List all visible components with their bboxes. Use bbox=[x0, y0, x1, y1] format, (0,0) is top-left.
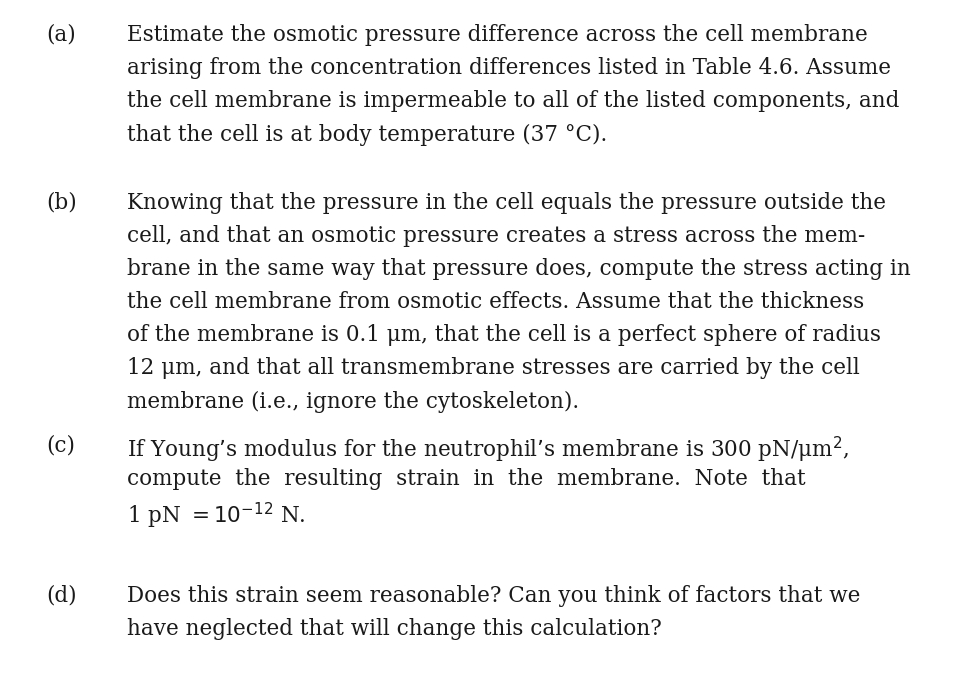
Text: that the cell is at body temperature (37 °C).: that the cell is at body temperature (37… bbox=[127, 124, 607, 146]
Text: (b): (b) bbox=[46, 192, 76, 213]
Text: brane in the same way that pressure does, compute the stress acting in: brane in the same way that pressure does… bbox=[127, 258, 911, 280]
Text: If Young’s modulus for the neutrophil’s membrane is 300 pN/μm$^{2}$,: If Young’s modulus for the neutrophil’s … bbox=[127, 434, 849, 464]
Text: of the membrane is 0.1 μm, that the cell is a perfect sphere of radius: of the membrane is 0.1 μm, that the cell… bbox=[127, 324, 881, 346]
Text: the cell membrane from osmotic effects. Assume that the thickness: the cell membrane from osmotic effects. … bbox=[127, 291, 864, 313]
Text: compute  the  resulting  strain  in  the  membrane.  Note  that: compute the resulting strain in the memb… bbox=[127, 468, 806, 490]
Text: (d): (d) bbox=[46, 585, 76, 607]
Text: the cell membrane is impermeable to all of the listed components, and: the cell membrane is impermeable to all … bbox=[127, 90, 900, 112]
Text: Estimate the osmotic pressure difference across the cell membrane: Estimate the osmotic pressure difference… bbox=[127, 24, 868, 46]
Text: arising from the concentration differences listed in Table 4.6. Assume: arising from the concentration differenc… bbox=[127, 57, 891, 79]
Text: 12 μm, and that all transmembrane stresses are carried by the cell: 12 μm, and that all transmembrane stress… bbox=[127, 357, 859, 380]
Text: have neglected that will change this calculation?: have neglected that will change this cal… bbox=[127, 618, 662, 640]
Text: cell, and that an osmotic pressure creates a stress across the mem-: cell, and that an osmotic pressure creat… bbox=[127, 224, 865, 247]
Text: (a): (a) bbox=[46, 24, 76, 46]
Text: (c): (c) bbox=[46, 434, 75, 456]
Text: Knowing that the pressure in the cell equals the pressure outside the: Knowing that the pressure in the cell eq… bbox=[127, 192, 886, 213]
Text: 1 pN $= 10^{-12}$ N.: 1 pN $= 10^{-12}$ N. bbox=[127, 501, 306, 531]
Text: membrane (i.e., ignore the cytoskeleton).: membrane (i.e., ignore the cytoskeleton)… bbox=[127, 391, 579, 412]
Text: Does this strain seem reasonable? Can you think of factors that we: Does this strain seem reasonable? Can yo… bbox=[127, 585, 860, 607]
